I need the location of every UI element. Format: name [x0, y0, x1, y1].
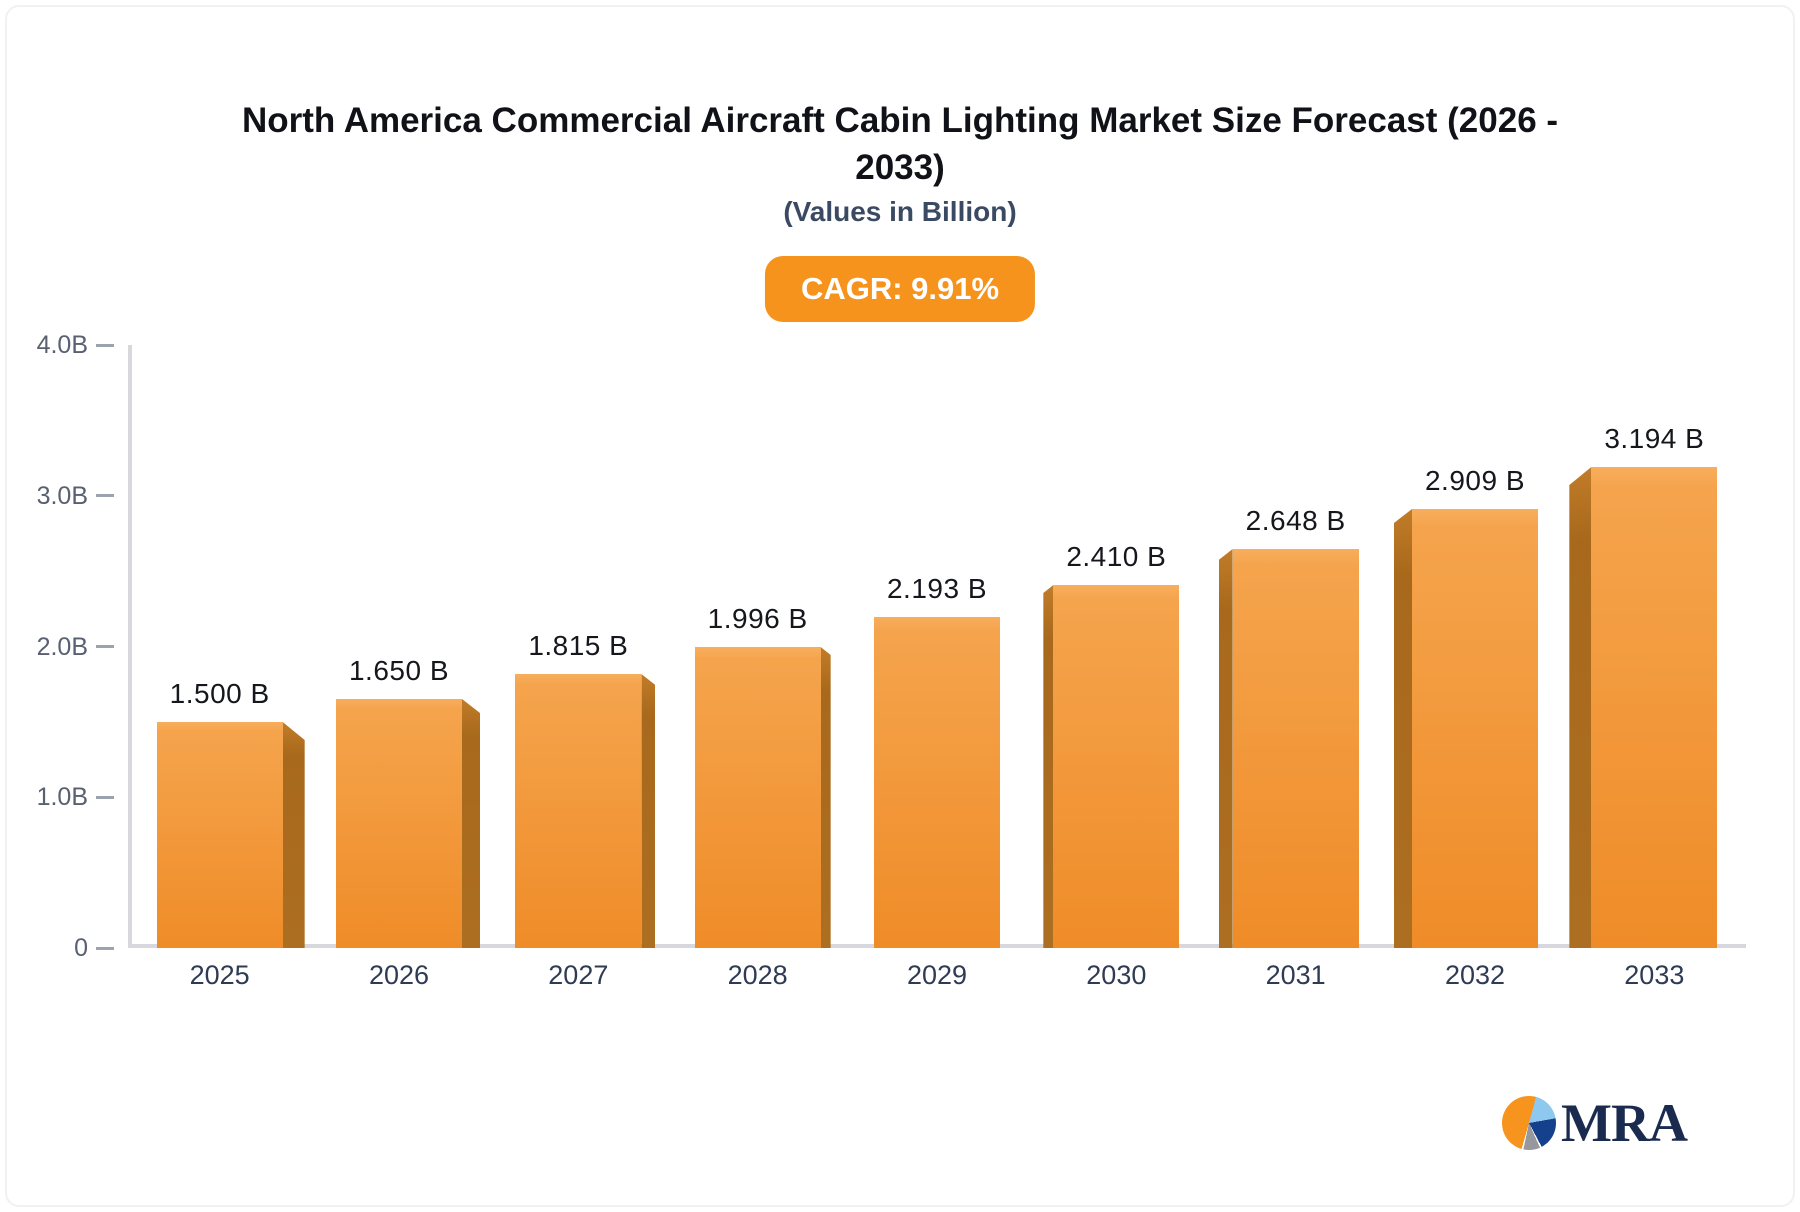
x-tick-label: 2027	[548, 960, 609, 990]
y-tick-label: 1.0B	[36, 783, 88, 812]
y-tick-mark	[96, 494, 114, 498]
y-tick-label: 4.0B	[36, 331, 88, 359]
bar-value-label: 2.909 B	[1424, 465, 1526, 496]
bar-face	[1232, 549, 1359, 948]
cagr-badge: CAGR: 9.91%	[764, 256, 1036, 322]
x-tick-label: 2033	[1624, 960, 1685, 990]
logo-text: MRA	[1561, 1093, 1688, 1153]
bar-face	[336, 699, 462, 948]
y-tick-mark	[96, 795, 114, 799]
bar-value-label: 1.650 B	[348, 655, 450, 686]
y-tick-label: 0	[74, 934, 88, 962]
y-tick-label: 2.0B	[36, 632, 88, 661]
bar-face	[1591, 467, 1718, 948]
y-tick-label: 3.0B	[36, 481, 88, 510]
bar-value-label: 2.410 B	[1066, 541, 1167, 572]
x-tick-label: 2029	[906, 960, 968, 990]
bar-side	[462, 699, 480, 948]
y-tick-mark	[96, 645, 114, 648]
y-tick-mark	[96, 946, 114, 950]
bar-side	[282, 722, 305, 948]
x-tick-label: 2032	[1444, 960, 1506, 990]
mra-logo: MRA	[1502, 1093, 1688, 1153]
bar-side	[820, 647, 831, 948]
bar-face	[694, 647, 821, 948]
bar-face	[515, 674, 642, 948]
bar-side	[1043, 585, 1054, 948]
bar-value-label: 3.194 B	[1604, 423, 1705, 454]
bar-side	[1569, 467, 1592, 948]
bar-value-label: 1.815 B	[528, 630, 629, 661]
bar-value-label: 2.193 B	[886, 573, 988, 604]
y-axis-line	[128, 345, 132, 948]
bar-side	[1394, 509, 1412, 948]
x-tick-label: 2031	[1265, 960, 1326, 990]
x-tick-label: 2026	[368, 960, 430, 990]
page-title-line1: North America Commercial Aircraft Cabin …	[241, 101, 1559, 140]
x-tick-label: 2028	[727, 960, 788, 990]
bar-side	[641, 674, 656, 948]
page-title: North America Commercial Aircraft Cabin …	[90, 97, 1710, 191]
pie-chart-logo-icon	[1502, 1096, 1556, 1150]
bar-face	[874, 617, 1000, 948]
bar-value-label: 1.500 B	[169, 678, 270, 709]
chart-subtitle: (Values in Billion)	[783, 196, 1017, 227]
bar-value-label: 1.996 B	[707, 603, 808, 634]
bar-face	[156, 722, 283, 948]
x-tick-label: 2030	[1086, 960, 1147, 990]
bar-side	[1218, 549, 1233, 948]
x-tick-label: 2025	[189, 960, 250, 990]
y-tick-mark	[96, 343, 114, 347]
bar-face	[1053, 585, 1180, 948]
page-title-line2: 2033)	[855, 148, 945, 187]
bar-face	[1412, 509, 1538, 948]
bar-value-label: 2.648 B	[1245, 505, 1346, 536]
